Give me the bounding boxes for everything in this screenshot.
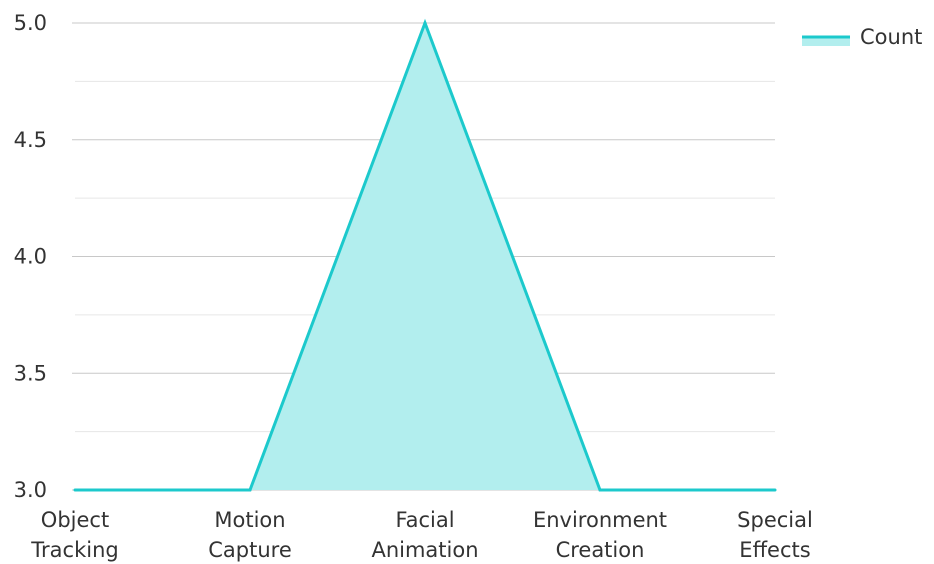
- x-axis-ticks: Object Tracking Motion Capture Facial Animati…: [30, 508, 813, 562]
- y-tick-label: 4.5: [14, 128, 47, 152]
- x-tick-label-line: Motion: [214, 508, 285, 532]
- legend[interactable]: Count: [802, 25, 922, 49]
- y-tick-label: 3.0: [14, 478, 47, 502]
- x-tick-label-line: Special: [737, 508, 813, 532]
- legend-swatch-fill: [802, 37, 850, 46]
- data-point: [423, 21, 427, 25]
- area-layer: [73, 18, 777, 492]
- data-point: [73, 488, 77, 492]
- x-tick-label-line: Capture: [208, 538, 292, 562]
- x-tick-label-line: Object: [41, 508, 109, 532]
- x-tick-label-line: Facial: [395, 508, 454, 532]
- x-tick-label: Motion Capture: [208, 508, 292, 562]
- x-tick-label: Facial Animation: [371, 508, 478, 562]
- data-point: [248, 488, 252, 492]
- series-count-area: [75, 23, 775, 490]
- x-tick-label-line: Tracking: [30, 538, 118, 562]
- x-tick-label: Environment Creation: [533, 508, 667, 562]
- x-tick-label: Object Tracking: [30, 508, 118, 562]
- data-point: [598, 488, 602, 492]
- x-tick-label-line: Creation: [556, 538, 645, 562]
- y-tick-label: 5.0: [14, 11, 47, 35]
- data-point: [773, 488, 777, 492]
- x-tick-label-line: Animation: [371, 538, 478, 562]
- x-tick-label: Special Effects: [737, 508, 813, 562]
- y-tick-label: 3.5: [14, 361, 47, 385]
- x-tick-label-line: Effects: [739, 538, 810, 562]
- y-axis-ticks: 3.0 3.5 4.0 4.5 5.0: [14, 11, 47, 502]
- y-tick-label: 4.0: [14, 245, 47, 269]
- x-tick-label-line: Environment: [533, 508, 667, 532]
- legend-label-count: Count: [860, 25, 922, 49]
